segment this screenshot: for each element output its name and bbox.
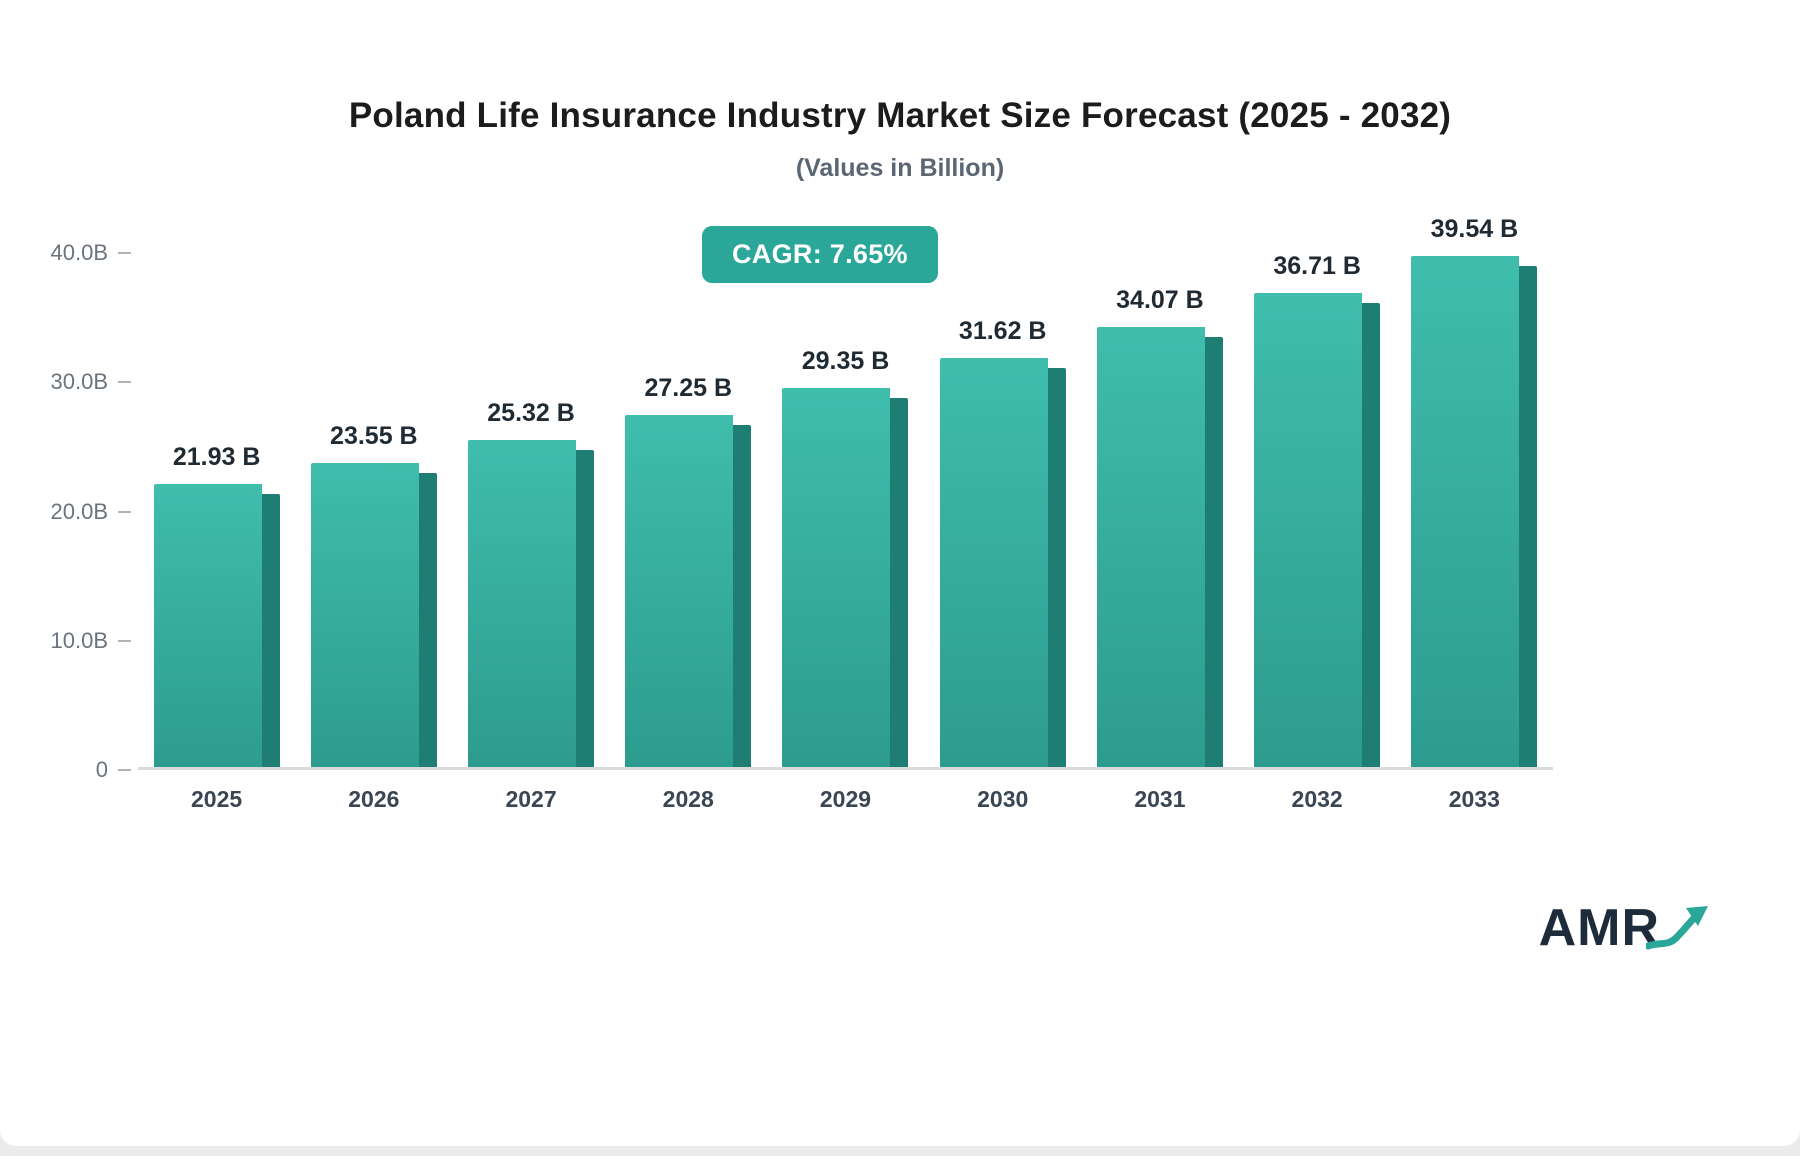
bar-side (1519, 265, 1538, 767)
bar-2029: 29.35 B (782, 347, 909, 767)
y-axis-tick-label: 40.0B (50, 240, 109, 265)
y-axis-tick-mark (118, 252, 131, 254)
bar-cell: 39.54 B (1396, 215, 1553, 767)
bar-side (1204, 336, 1223, 767)
bar-side (733, 424, 752, 767)
bar-cell: 21.93 B (138, 253, 295, 767)
plot-area: 21.93 B 23.55 B 25.32 B 27.25 B 29.35 B 31.62… (51, 215, 1553, 782)
x-axis-label-2031: 2031 (1134, 786, 1186, 812)
bar-side (576, 449, 595, 767)
bar-2025: 21.93 B (153, 443, 280, 767)
growth-arrow-icon (1646, 906, 1708, 950)
bar-cell: 31.62 B (924, 253, 1081, 767)
bar-2033: 39.54 B (1411, 215, 1538, 767)
bar-2032: 36.71 B (1254, 252, 1381, 767)
bar-cell: 36.71 B (1239, 252, 1396, 767)
x-axis-labels: 2025 2026 2027 2028 2029 2030 2031 2032 2033 (138, 786, 1553, 813)
bar-chart: 21.93 B 23.55 B 25.32 B 27.25 B 29.35 B 31.62… (30, 215, 1730, 813)
bar-value-label: 21.93 B (172, 442, 261, 471)
bar-value-label: 34.07 B (1116, 285, 1204, 314)
bar-side (890, 397, 909, 767)
bar-side (1362, 302, 1381, 767)
bar-face (468, 439, 577, 767)
bar-cell: 25.32 B (452, 253, 609, 767)
chart-title: Poland Life Insurance Industry Market Si… (348, 96, 1452, 135)
bar-value-label: 36.71 B (1273, 251, 1361, 280)
bar-2027: 25.32 B (468, 399, 595, 767)
bar-cell: 29.35 B (767, 253, 924, 767)
x-axis-label-2032: 2032 (1291, 786, 1343, 812)
y-axis-tick-mark (118, 381, 131, 384)
bar-value-label: 27.25 B (644, 373, 733, 402)
amr-logo: AMR (1539, 898, 1708, 958)
y-axis-tick-label: 20.0B (50, 498, 109, 524)
bar-side (261, 493, 280, 767)
bar-value-label: 23.55 B (330, 421, 418, 450)
cagr-badge: CAGR: 7.65% (702, 226, 938, 283)
bar-value-label: 25.32 B (487, 398, 575, 427)
bar-face (1096, 326, 1205, 767)
bar-cell: 27.25 B (610, 253, 767, 767)
bar-face (1411, 255, 1520, 767)
x-axis-label-2033: 2033 (1448, 786, 1500, 812)
bar-cell: 23.55 B (295, 253, 452, 767)
x-axis-label-2027: 2027 (505, 786, 557, 812)
bar-2028: 27.25 B (625, 374, 752, 767)
bar-face (153, 483, 262, 767)
bar-face (782, 387, 891, 767)
y-axis-tick-mark (118, 639, 131, 642)
bar-face (1254, 292, 1363, 767)
bar-2030: 31.62 B (939, 317, 1066, 767)
y-axis-tick-mark (118, 510, 131, 513)
bar-side (1047, 368, 1066, 767)
bar-value-label: 29.35 B (801, 346, 890, 375)
bar-face (939, 358, 1048, 767)
y-axis-tick-mark (118, 769, 131, 771)
amr-logo-text: AMR (1538, 899, 1660, 957)
y-axis-tick-label: 30.0B (50, 369, 109, 395)
bars: 21.93 B 23.55 B 25.32 B 27.25 B 29.35 B 31.62… (138, 215, 1553, 767)
bar-value-label: 39.54 B (1430, 214, 1519, 243)
bar-cell: 34.07 B (1081, 253, 1238, 767)
bar-face (310, 462, 419, 767)
x-axis-label-2030: 2030 (977, 786, 1029, 812)
bar-2026: 23.55 B (310, 422, 437, 767)
bar-face (625, 414, 734, 767)
x-axis-label-2026: 2026 (348, 786, 400, 812)
bar-value-label: 31.62 B (958, 317, 1047, 346)
bar-side (418, 472, 437, 767)
x-axis-label-2029: 2029 (819, 786, 872, 812)
chart-subtitle: (Values in Billion) (795, 154, 1005, 182)
x-axis-label-2025: 2025 (191, 786, 243, 812)
y-axis-tick-label: 10.0B (50, 627, 109, 653)
x-axis-label-2028: 2028 (662, 786, 714, 812)
bar-2031: 34.07 B (1096, 286, 1223, 767)
y-axis-tick-label: 0 (95, 757, 108, 782)
